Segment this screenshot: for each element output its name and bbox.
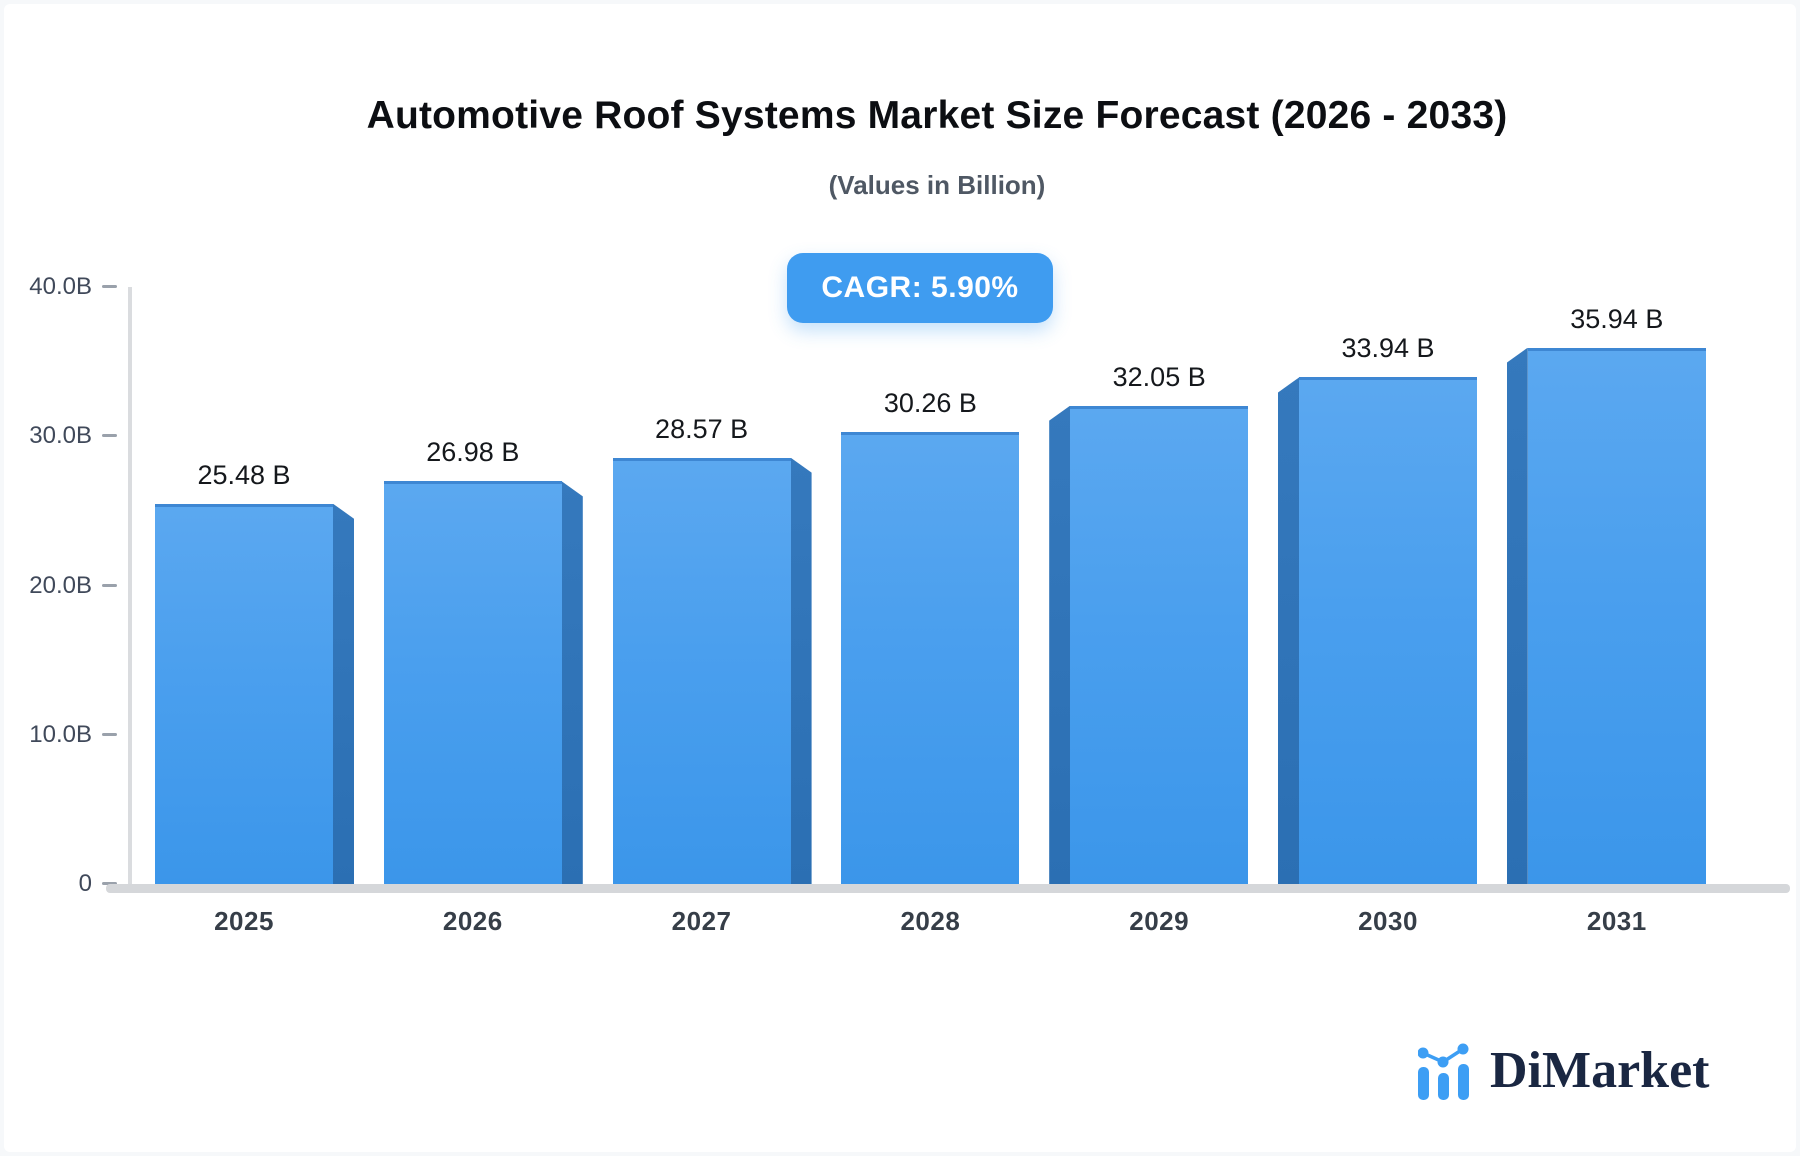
- x-axis-label: 2028: [900, 906, 961, 936]
- dimarket-logo: DiMarket: [1418, 1040, 1709, 1100]
- cagr-badge-label: CAGR: 5.90%: [821, 271, 1019, 304]
- chart-title: Automotive Roof Systems Market Size Fore…: [366, 94, 1508, 137]
- bar: [612, 457, 791, 884]
- y-axis-line: [128, 287, 132, 884]
- y-axis-tick-mark: [102, 583, 117, 587]
- y-axis-tick-label: 20.0B: [29, 571, 92, 599]
- x-axis-line: [106, 884, 1790, 893]
- y-axis-tick-label: 30.0B: [29, 422, 92, 450]
- x-axis-label: 2031: [1586, 906, 1647, 936]
- cagr-badge: CAGR: 5.90%: [787, 253, 1053, 323]
- card: Automotive Roof Systems Market Size Fore…: [4, 4, 1796, 1152]
- bar: [1299, 377, 1477, 884]
- y-axis-tick-mark: [102, 434, 117, 438]
- x-axis-label: 2026: [442, 906, 503, 936]
- bar-side-face: [1049, 405, 1071, 884]
- bar-value-label: 26.98 B: [426, 437, 520, 468]
- x-axis-label: 2029: [1129, 906, 1190, 936]
- bar-value-label: 25.48 B: [197, 459, 291, 490]
- x-axis-label: 2030: [1358, 906, 1418, 936]
- bar-value-label: 33.94 B: [1341, 333, 1435, 364]
- y-axis-tick-label: 40.0B: [29, 273, 92, 300]
- bar-value-label: 30.26 B: [883, 388, 977, 419]
- bar-side-face: [1278, 377, 1299, 884]
- bar-value-label: 28.57 B: [655, 413, 749, 444]
- bar: [155, 503, 333, 884]
- y-axis-tick-label: 0: [78, 870, 92, 897]
- logo-text: DiMarket: [1490, 1042, 1710, 1099]
- bar-side-face: [790, 457, 812, 884]
- bar: [1070, 405, 1249, 884]
- bar: [1527, 347, 1706, 884]
- y-axis-tick-mark: [102, 285, 117, 288]
- logo-chart-icon: [1418, 1043, 1469, 1100]
- y-axis-tick-mark: [102, 732, 117, 736]
- bar: [383, 481, 562, 884]
- bar-side-face: [1506, 347, 1528, 884]
- x-axis-label: 2027: [671, 906, 732, 936]
- bar: [841, 432, 1020, 884]
- bar-value-label: 35.94 B: [1570, 303, 1664, 334]
- bar-value-label: 32.05 B: [1112, 361, 1206, 392]
- bar-side-face: [333, 503, 354, 884]
- y-axis-tick-mark: [102, 882, 117, 885]
- x-axis-label: 2025: [214, 906, 274, 936]
- y-axis-tick-label: 10.0B: [29, 720, 92, 748]
- bar-side-face: [561, 481, 583, 884]
- chart-subtitle: (Values in Billion): [828, 170, 1046, 200]
